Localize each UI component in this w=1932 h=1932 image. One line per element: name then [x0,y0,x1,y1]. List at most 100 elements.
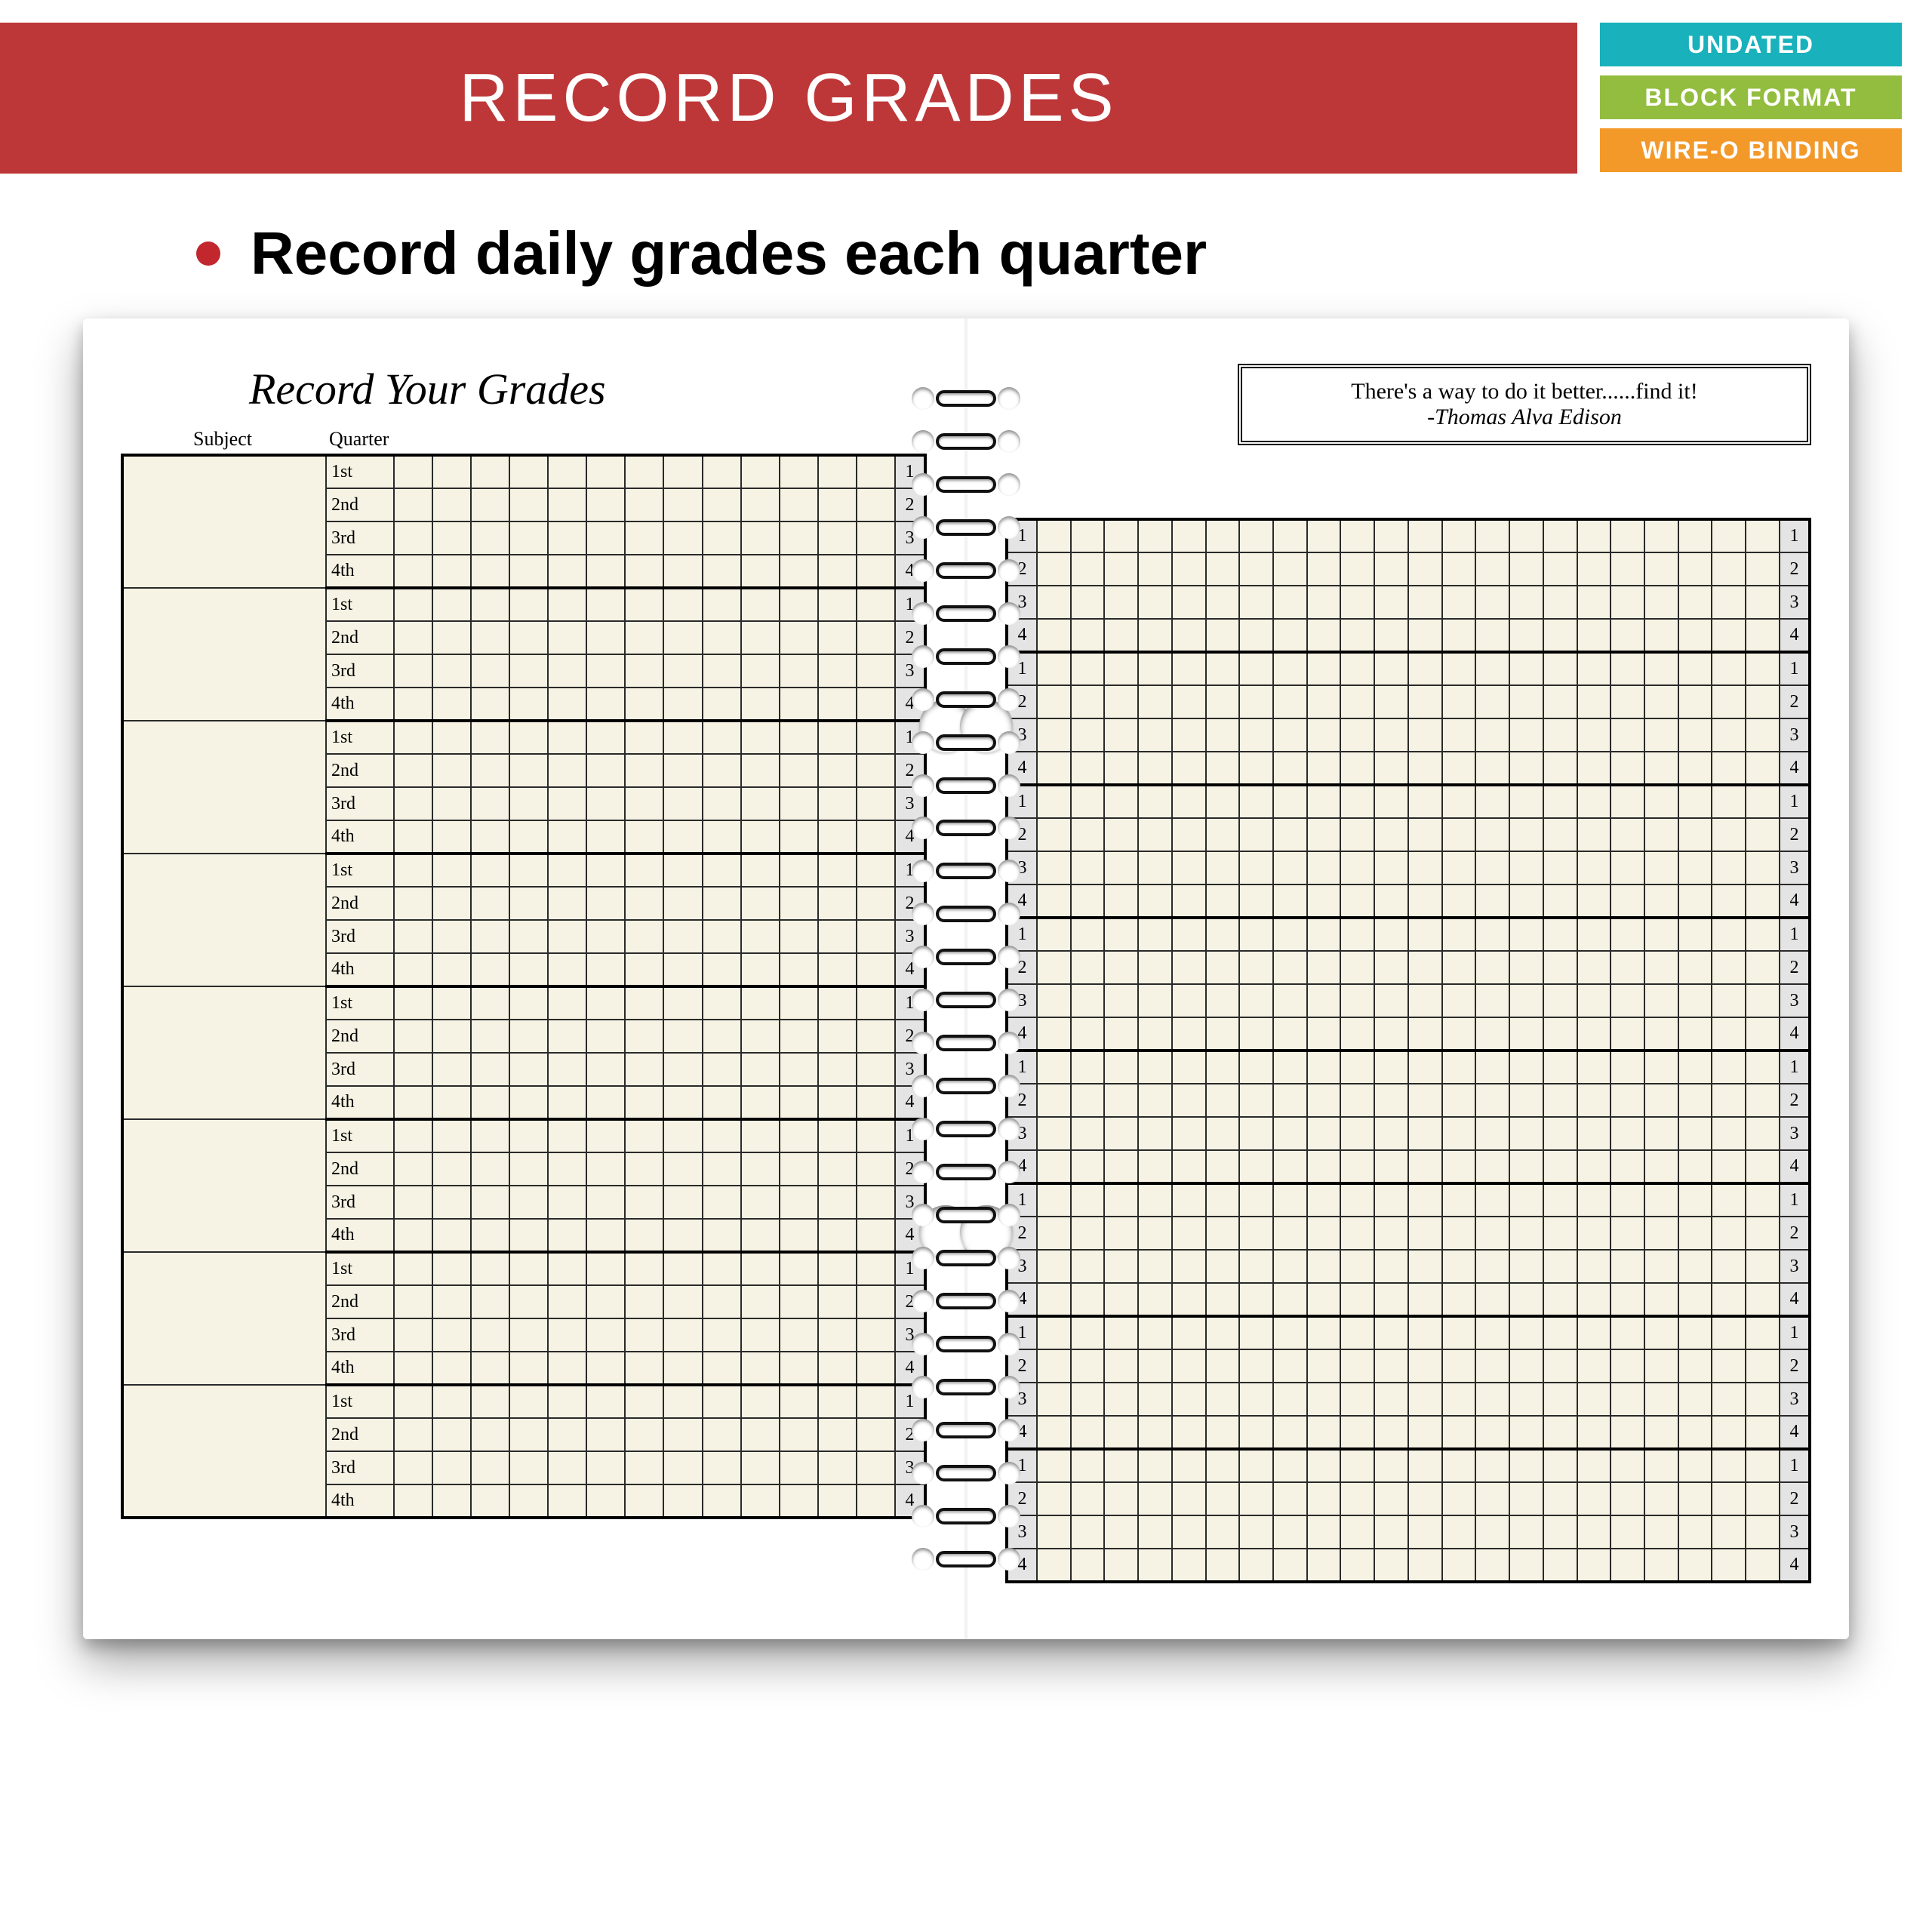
grade-cell [1374,1250,1408,1283]
grade-cell [1577,1449,1611,1482]
grade-cell [1644,1283,1678,1316]
grade-cell [1577,785,1611,818]
grade-cell [1611,1482,1644,1515]
grade-cell [432,754,471,787]
grade-cell [1239,1283,1273,1316]
grade-cell [509,588,548,621]
grade-cell [1172,1250,1206,1283]
grade-cell [1172,1217,1206,1250]
grade-cell [818,920,857,953]
grade-cell [1273,1383,1307,1416]
grade-cell [1104,918,1138,951]
grade-cell [818,588,857,621]
grade-cell [1509,785,1543,818]
grade-cell [1746,1283,1780,1316]
grade-cell [780,521,818,555]
quarter-label: 2nd [326,1152,394,1186]
quarter-label: 3rd [326,920,394,953]
grade-cell [1408,1183,1442,1217]
grade-cell [741,1451,780,1484]
grade-cell [1475,1017,1509,1051]
grade-cell [586,953,625,986]
grade-cell [548,986,586,1020]
grade-cell [1104,1416,1138,1449]
grade-cell [394,1418,432,1451]
grade-cell [1678,619,1712,652]
grade-cell [1543,1017,1577,1051]
grade-cell [663,820,702,854]
grade-cell [1239,1482,1273,1515]
grade-cell [471,986,509,1020]
grade-cell [1239,1183,1273,1217]
grade-cell [509,887,548,920]
grade-cell [857,1484,895,1518]
quarter-heading: Quarter [325,428,415,451]
grade-cell [1678,685,1712,718]
grade-cell [1678,1117,1712,1150]
grade-cell [1273,918,1307,951]
grade-cell [1340,1051,1374,1084]
grade-cell [1577,818,1611,851]
grade-cell [1644,552,1678,586]
grade-cell [1172,1183,1206,1217]
grade-cell [1104,519,1138,552]
grade-cell [1678,1316,1712,1349]
grade-cell [1138,1150,1172,1183]
grade-cell [432,621,471,654]
grade-cell [1712,619,1746,652]
grade-cell [1071,685,1105,718]
grade-cell [1037,1549,1071,1582]
grade-cell [1273,685,1307,718]
grade-cell [432,721,471,754]
grade-cell [432,854,471,887]
grade-cell [1239,1051,1273,1084]
grade-cell [857,688,895,721]
grade-cell [1037,1515,1071,1549]
grade-cell [1408,1383,1442,1416]
grade-cell [818,1186,857,1219]
grade-cell [1273,752,1307,785]
grade-cell [1206,718,1240,752]
grade-cell [1475,1117,1509,1150]
grade-cell [1644,685,1678,718]
grade-cell [1307,785,1341,818]
grade-cell [1644,718,1678,752]
grade-cell [625,1053,663,1086]
grade-cell [1509,1150,1543,1183]
grade-cell [1442,984,1476,1017]
grade-cell [394,1219,432,1252]
grade-cell [1678,1349,1712,1383]
grade-cell [857,920,895,953]
grade-cell [1273,1316,1307,1349]
grade-cell [1509,951,1543,984]
planner-book: Record Your Grades Subject Quarter 1st12… [83,318,1849,1639]
grade-cell [586,1318,625,1352]
grade-cell [1644,851,1678,884]
grade-cell [509,1020,548,1053]
grade-cell [663,1252,702,1285]
grade-cell [1374,685,1408,718]
grade-cell [1712,1183,1746,1217]
grade-cell [780,1152,818,1186]
grade-cell [1273,1084,1307,1117]
grade-cell [394,1053,432,1086]
grade-cell [1273,1183,1307,1217]
grade-cell [1374,1349,1408,1383]
grade-cell [741,854,780,887]
grade-cell [1307,851,1341,884]
grade-cell [1509,1515,1543,1549]
grade-cell [432,953,471,986]
grade-cell [1374,652,1408,685]
grade-cell [1340,752,1374,785]
grade-cell [1408,652,1442,685]
grade-cell [1475,951,1509,984]
grade-cell [1408,586,1442,619]
grade-cell [1442,685,1476,718]
grade-cell [625,1186,663,1219]
grade-cell [1307,718,1341,752]
grade-cell [1408,619,1442,652]
grade-cell [663,1318,702,1352]
grade-cell [1206,1150,1240,1183]
grade-cell [1678,552,1712,586]
grade-cell [1543,1482,1577,1515]
